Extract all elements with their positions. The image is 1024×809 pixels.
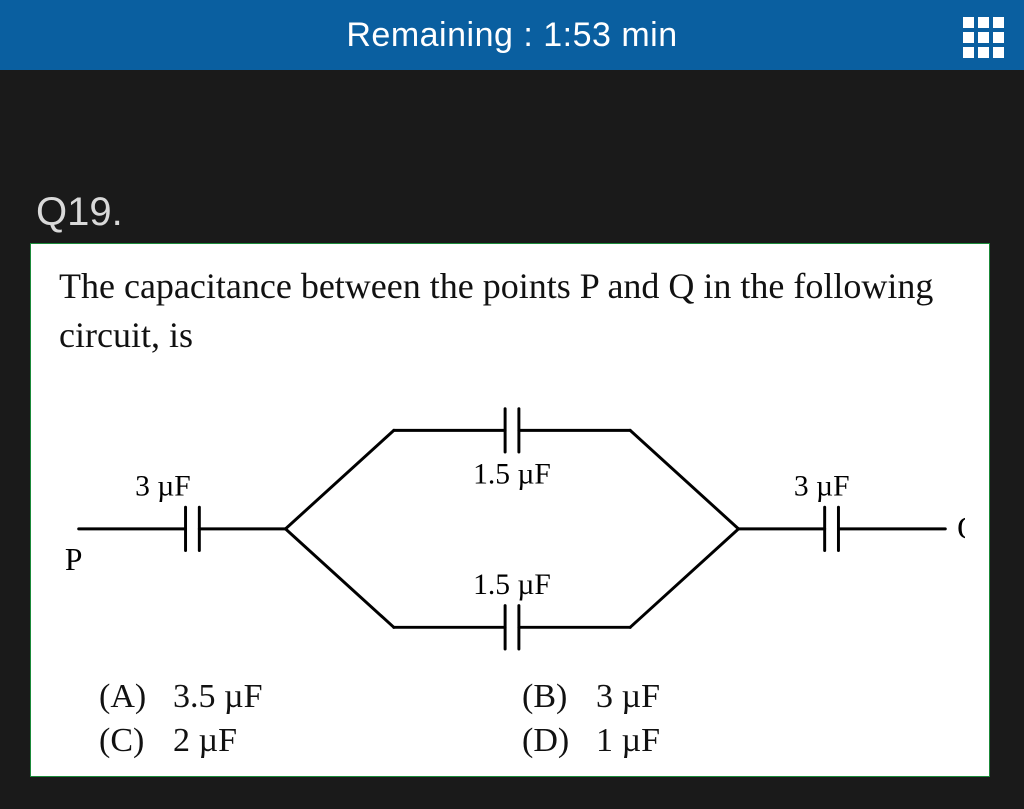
option-text: 1 µF xyxy=(596,722,660,760)
option-text: 3.5 µF xyxy=(173,678,263,716)
option-b[interactable]: (B) 3 µF xyxy=(522,678,945,716)
options-grid: (A) 3.5 µF (B) 3 µF (C) 2 µF (D) 1 µF xyxy=(59,674,965,760)
option-key: (A) xyxy=(99,678,155,716)
svg-text:Q: Q xyxy=(957,511,965,546)
timer-header: Remaining : 1:53 min xyxy=(0,0,1024,70)
remaining-time: Remaining : 1:53 min xyxy=(346,16,677,55)
option-text: 3 µF xyxy=(596,678,660,716)
option-c[interactable]: (C) 2 µF xyxy=(99,722,522,760)
option-key: (B) xyxy=(522,678,578,716)
svg-text:3 µF: 3 µF xyxy=(135,471,191,503)
option-key: (D) xyxy=(522,722,578,760)
grid-menu-icon[interactable] xyxy=(960,14,1006,60)
option-a[interactable]: (A) 3.5 µF xyxy=(99,678,522,716)
option-d[interactable]: (D) 1 µF xyxy=(522,722,945,760)
option-text: 2 µF xyxy=(173,722,237,760)
svg-text:P: P xyxy=(65,542,83,577)
question-stem: The capacitance between the points P and… xyxy=(59,262,965,359)
svg-text:1.5 µF: 1.5 µF xyxy=(473,459,551,491)
circuit-diagram: 3 µF 1.5 µF 1.5 µF 3 µF P Q xyxy=(59,369,965,669)
spacer-strip xyxy=(0,70,1024,130)
content-area: Q19. The capacitance between the points … xyxy=(0,190,1024,777)
question-card: The capacitance between the points P and… xyxy=(30,243,990,777)
svg-text:1.5 µF: 1.5 µF xyxy=(473,569,551,601)
question-number: Q19. xyxy=(36,190,994,235)
option-key: (C) xyxy=(99,722,155,760)
svg-text:3 µF: 3 µF xyxy=(794,471,850,503)
